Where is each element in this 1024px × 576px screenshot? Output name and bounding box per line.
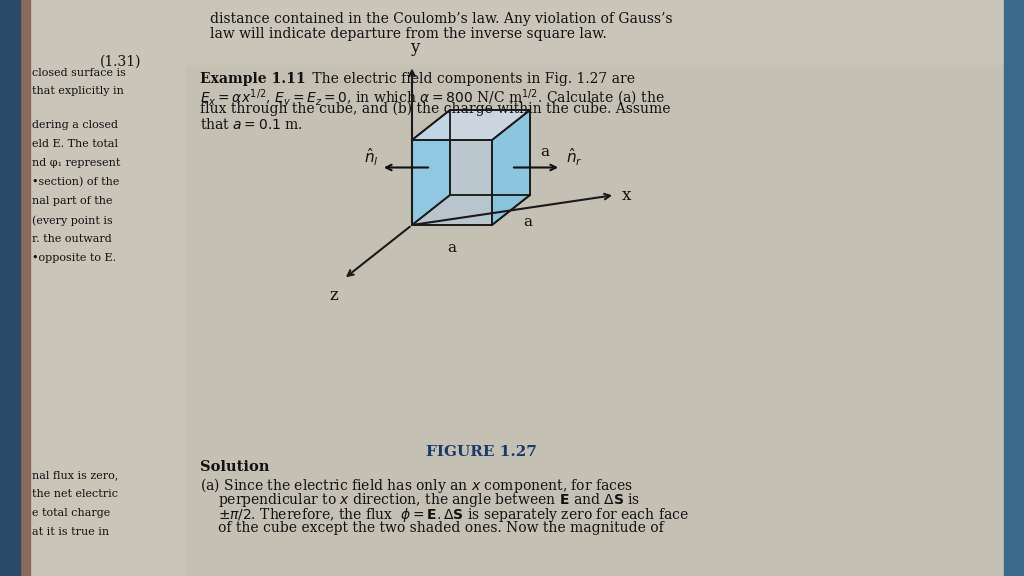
Text: e total charge: e total charge bbox=[32, 508, 111, 518]
Text: •opposite to E.: •opposite to E. bbox=[32, 253, 116, 263]
Text: the net electric: the net electric bbox=[32, 489, 118, 499]
Bar bbox=[185, 65, 1005, 576]
Text: perpendicular to $x$ direction, the angle between $\mathbf{E}$ and $\Delta\mathb: perpendicular to $x$ direction, the angl… bbox=[218, 491, 640, 509]
Text: flux through the cube, and (b) the charge within the cube. Assume: flux through the cube, and (b) the charg… bbox=[200, 102, 671, 116]
Polygon shape bbox=[412, 110, 530, 140]
Text: Example 1.11: Example 1.11 bbox=[200, 72, 305, 86]
Text: y: y bbox=[411, 39, 420, 55]
Polygon shape bbox=[412, 140, 492, 225]
Text: x: x bbox=[622, 187, 632, 203]
Text: (every point is: (every point is bbox=[32, 215, 113, 226]
Text: $E_x = \alpha x^{1/2}$, $E_y = E_z = 0$, in which $\alpha = 800$ N/C m$^{1/2}$. : $E_x = \alpha x^{1/2}$, $E_y = E_z = 0$,… bbox=[200, 87, 665, 110]
Text: law will indicate departure from the inverse square law.: law will indicate departure from the inv… bbox=[210, 27, 607, 41]
Text: at it is true in: at it is true in bbox=[32, 527, 110, 537]
Text: that $a = 0.1$ m.: that $a = 0.1$ m. bbox=[200, 117, 303, 132]
Text: closed surface is: closed surface is bbox=[32, 68, 126, 78]
Text: •section) of the: •section) of the bbox=[32, 177, 120, 187]
Text: r. the outward: r. the outward bbox=[32, 234, 112, 244]
Text: (1.31): (1.31) bbox=[100, 55, 141, 69]
Text: nd φ₁ represent: nd φ₁ represent bbox=[32, 158, 121, 168]
Text: distance contained in the Coulomb’s law. Any violation of Gauss’s: distance contained in the Coulomb’s law.… bbox=[210, 12, 673, 26]
Text: that explicitly in: that explicitly in bbox=[32, 86, 124, 96]
Text: FIGURE 1.27: FIGURE 1.27 bbox=[426, 445, 537, 459]
Bar bbox=[1004, 0, 1024, 576]
Text: $\hat{n}_l$: $\hat{n}_l$ bbox=[365, 147, 379, 168]
Text: Solution: Solution bbox=[200, 460, 269, 474]
Text: a: a bbox=[447, 241, 457, 255]
Text: (a) Since the electric field has only an $x$ component, for faces: (a) Since the electric field has only an… bbox=[200, 476, 633, 495]
Polygon shape bbox=[412, 110, 450, 225]
Text: nal part of the: nal part of the bbox=[32, 196, 113, 206]
Text: dering a closed: dering a closed bbox=[32, 120, 118, 130]
Polygon shape bbox=[412, 195, 530, 225]
Text: eld E. The total: eld E. The total bbox=[32, 139, 118, 149]
Bar bbox=[0, 0, 20, 576]
Text: $\hat{n}_r$: $\hat{n}_r$ bbox=[566, 147, 583, 168]
Text: of the cube except the two shaded ones. Now the magnitude of: of the cube except the two shaded ones. … bbox=[218, 521, 664, 535]
Text: a: a bbox=[540, 146, 549, 160]
Text: a: a bbox=[523, 215, 532, 229]
Bar bbox=[20, 0, 30, 576]
Polygon shape bbox=[492, 110, 530, 225]
Text: $\pm \pi/2$. Therefore, the flux  $\phi = \mathbf{E}.\Delta\mathbf{S}$ is separa: $\pm \pi/2$. Therefore, the flux $\phi =… bbox=[218, 506, 689, 524]
Text: nal flux is zero,: nal flux is zero, bbox=[32, 470, 118, 480]
Text: The electric field components in Fig. 1.27 are: The electric field components in Fig. 1.… bbox=[308, 72, 635, 86]
Text: z: z bbox=[330, 287, 339, 304]
Polygon shape bbox=[450, 110, 530, 195]
